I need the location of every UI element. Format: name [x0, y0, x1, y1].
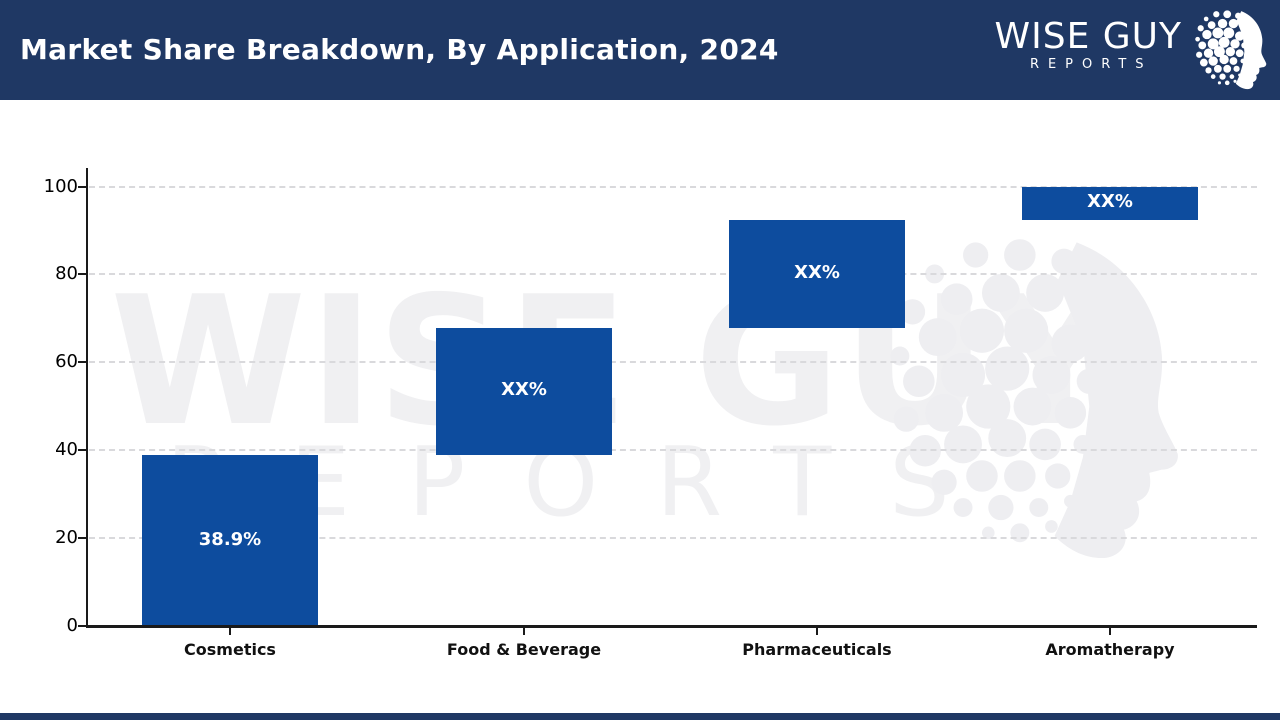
bar-pharmaceuticals: XX% [729, 219, 905, 328]
x-category-label: Pharmaceuticals [742, 640, 892, 659]
x-tick-2 [816, 628, 818, 635]
y-tick-0 [78, 625, 86, 627]
y-axis-line [86, 168, 88, 627]
y-tick-label-0: 0 [66, 615, 78, 636]
x-category-label: Food & Beverage [446, 640, 602, 659]
y-tick-40 [78, 449, 86, 452]
y-tick-label-100: 100 [43, 175, 78, 197]
logo-subtitle: REPORTS [1029, 57, 1153, 72]
gridline-60 [89, 361, 1257, 364]
logo-text: WISE GUY REPORTS [994, 16, 1183, 73]
footer-band [0, 713, 1280, 720]
gridline-80 [89, 273, 1257, 276]
page-title: Market Share Breakdown, By Application, … [20, 33, 779, 66]
bar-food-beverage: XX% [436, 327, 612, 456]
y-tick-80 [78, 273, 86, 276]
bar-value-label: XX% [501, 379, 547, 401]
gridline-40 [89, 449, 1257, 452]
header-band: Market Share Breakdown, By Application, … [0, 0, 1280, 100]
y-tick-label-60: 60 [55, 351, 78, 373]
gridline-20 [89, 537, 1257, 540]
y-tick-60 [78, 361, 86, 364]
bar-cosmetics: 38.9% [142, 455, 318, 626]
bar-value-label: XX% [1087, 191, 1133, 213]
bar-value-label: XX% [794, 261, 840, 283]
y-tick-100 [78, 185, 86, 188]
x-category-label: Cosmetics [184, 640, 276, 659]
x-tick-3 [1109, 628, 1111, 635]
bar-aromatherapy: XX% [1022, 186, 1198, 220]
x-tick-1 [523, 628, 525, 635]
watermark-head-icon [890, 239, 1178, 559]
logo-wordmark: WISE GUY [994, 16, 1182, 57]
bar-value-label: 38.9% [198, 528, 262, 550]
y-tick-label-80: 80 [55, 263, 78, 285]
y-tick-20 [78, 537, 86, 540]
y-tick-label-40: 40 [55, 439, 78, 461]
x-tick-0 [229, 628, 231, 635]
y-tick-label-20: 20 [55, 527, 78, 549]
gridline-100 [89, 185, 1257, 188]
x-category-label: Aromatherapy [1045, 640, 1175, 659]
x-axis-line [86, 625, 1257, 628]
wiseguy-logo: WISE GUY REPORTS [994, 4, 1274, 96]
